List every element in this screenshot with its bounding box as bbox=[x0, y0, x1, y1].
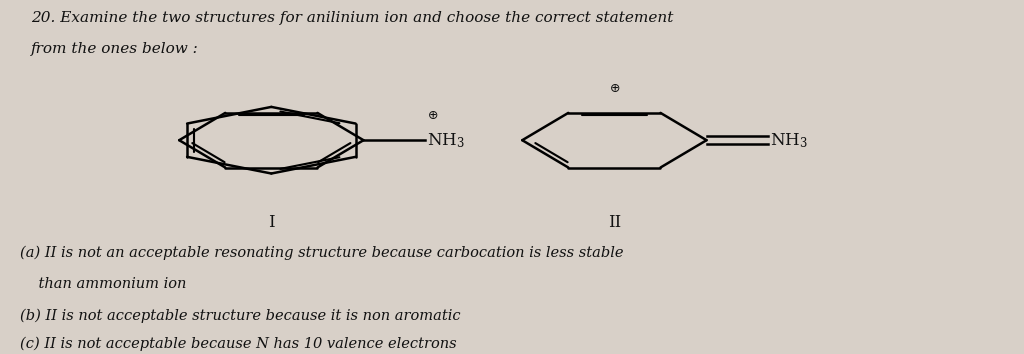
Text: $\oplus$: $\oplus$ bbox=[608, 82, 621, 95]
Text: from the ones below :: from the ones below : bbox=[31, 42, 199, 56]
Text: 20. Examine the two structures for anilinium ion and choose the correct statemen: 20. Examine the two structures for anili… bbox=[31, 11, 673, 24]
Text: $\mathregular{NH_3}$: $\mathregular{NH_3}$ bbox=[770, 131, 808, 149]
Text: II: II bbox=[608, 214, 621, 231]
Text: than ammonium ion: than ammonium ion bbox=[20, 277, 186, 291]
Text: $\oplus$: $\oplus$ bbox=[427, 109, 438, 122]
Text: (c) II is not acceptable because N has 10 valence electrons: (c) II is not acceptable because N has 1… bbox=[20, 337, 457, 351]
Text: (b) II is not acceptable structure because it is non aromatic: (b) II is not acceptable structure becau… bbox=[20, 308, 461, 323]
Text: $\mathregular{NH_3}$: $\mathregular{NH_3}$ bbox=[427, 131, 465, 149]
Text: (a) II is not an acceptable resonating structure because carbocation is less sta: (a) II is not an acceptable resonating s… bbox=[20, 245, 624, 260]
Text: I: I bbox=[268, 214, 274, 231]
